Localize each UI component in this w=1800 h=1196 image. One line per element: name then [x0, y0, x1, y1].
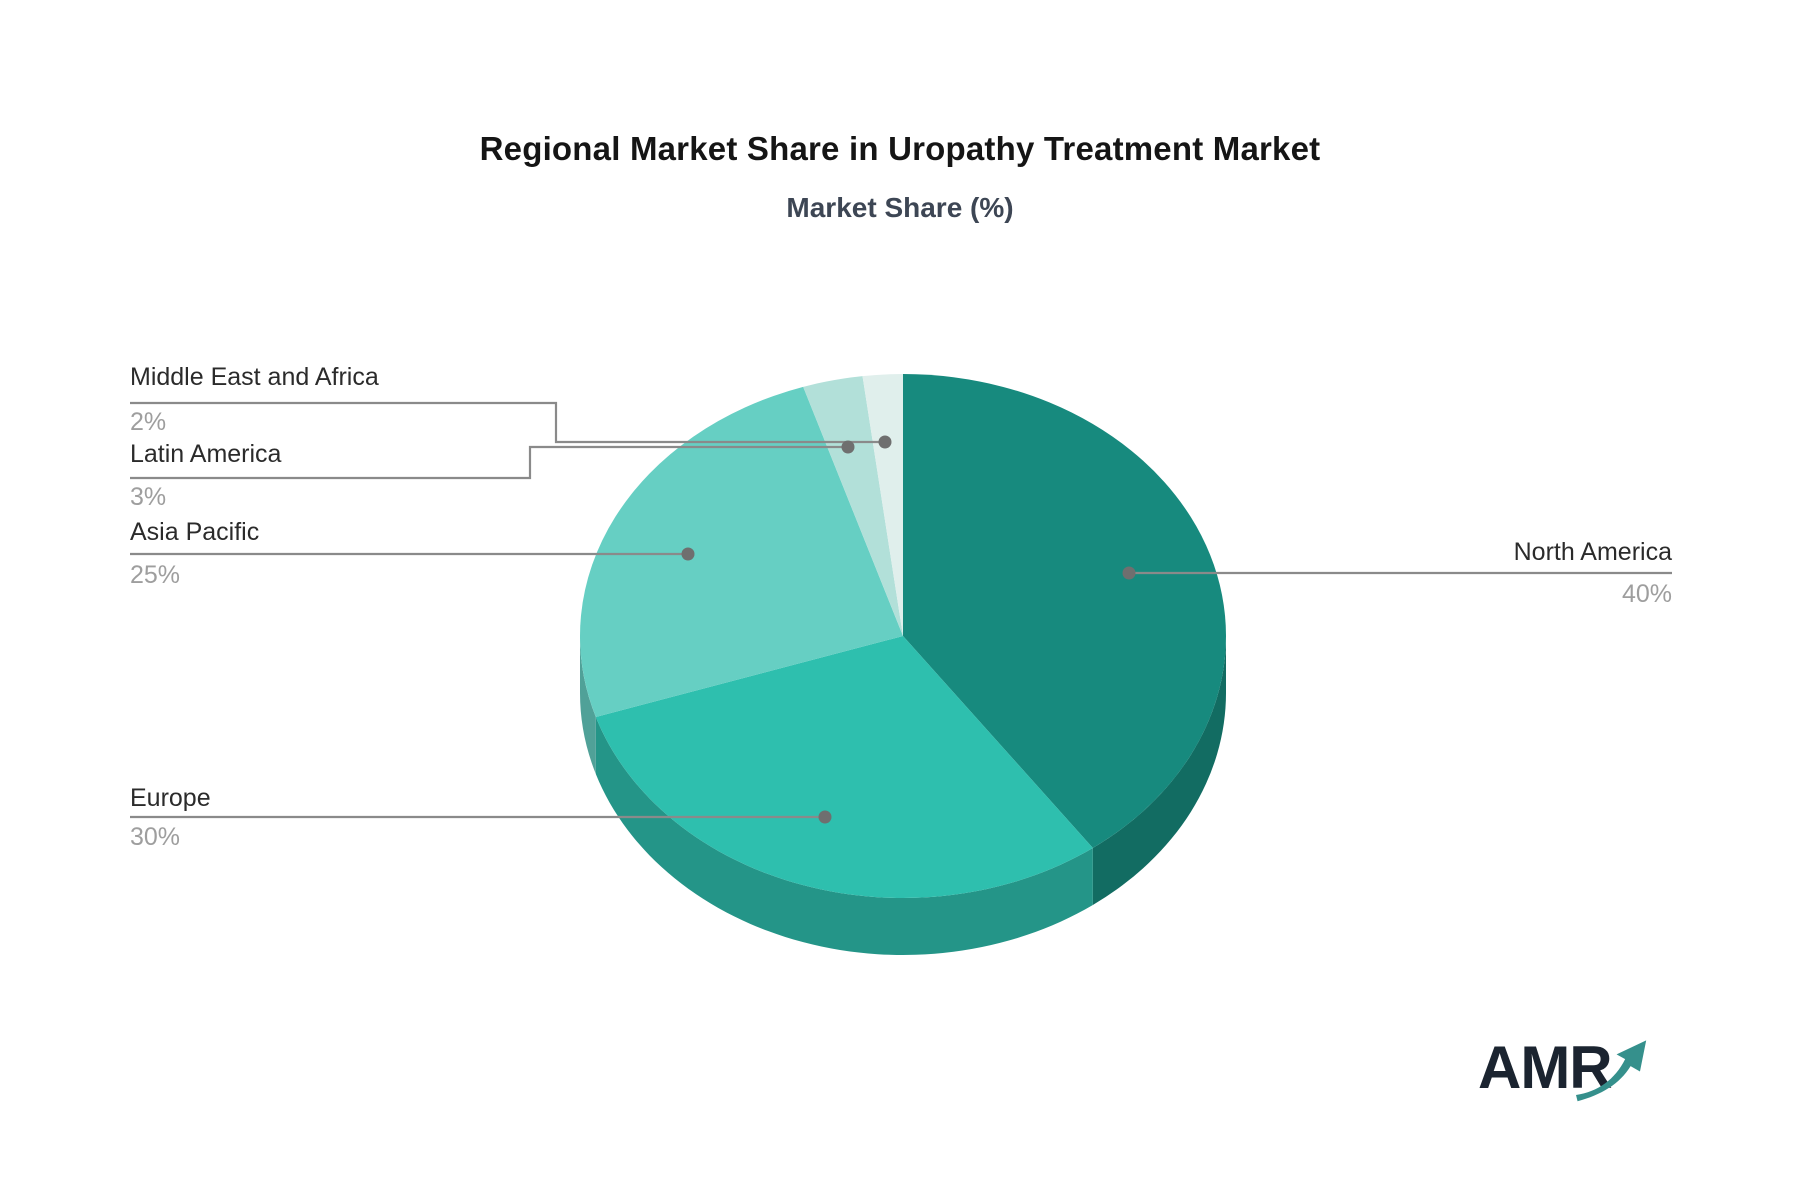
pie-slice-north-america: [903, 374, 1226, 848]
value-europe: 30%: [130, 823, 181, 851]
pie-slice-asia-pacific: [579, 386, 903, 717]
callout-dot-north-america: [1122, 566, 1136, 580]
label-north-america: North America: [1513, 538, 1672, 566]
growth-arrow-icon: [1575, 1040, 1646, 1102]
pie-slice-side-north-america: [1092, 636, 1226, 905]
callout-dot-asia-pacific: [681, 547, 695, 561]
chart-subtitle: Market Share (%): [786, 192, 1014, 223]
callout-line-middle-east-and-africa: [130, 401, 879, 444]
value-latin-america: 3%: [130, 483, 167, 511]
pie-slice-europe: [595, 636, 1093, 898]
label-middle-east-and-africa: Middle East and Africa: [130, 363, 379, 391]
pie-slice-side-europe: [595, 716, 1093, 956]
callout-dot-latin-america: [841, 440, 855, 454]
value-north-america: 40%: [1621, 580, 1672, 608]
label-latin-america: Latin America: [130, 440, 282, 468]
label-asia-pacific: Asia Pacific: [130, 518, 260, 546]
pie-slices: [579, 374, 1226, 956]
callout-dot-europe: [818, 810, 832, 824]
pie-slice-side-asia-pacific: [580, 636, 596, 774]
value-middle-east-and-africa: 2%: [130, 408, 167, 436]
chart-title: Regional Market Share in Uropathy Treatm…: [479, 130, 1321, 167]
callout-dot-middle-east-and-africa: [878, 435, 892, 449]
callout-line-latin-america: [130, 445, 842, 480]
value-asia-pacific: 25%: [130, 561, 181, 589]
label-europe: Europe: [130, 784, 211, 812]
amr-logo: AMR: [1478, 1038, 1654, 1110]
pie-slice-middle-east-and-africa: [862, 374, 903, 636]
amr-logo-text: AMR: [1478, 1034, 1613, 1101]
callout-lines: [130, 401, 1672, 824]
